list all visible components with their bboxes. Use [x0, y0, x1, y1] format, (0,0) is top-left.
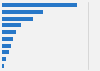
Bar — [2, 30, 16, 34]
Bar — [2, 10, 43, 14]
Bar — [2, 64, 4, 68]
Bar — [2, 3, 77, 7]
Bar — [2, 50, 9, 54]
Bar — [2, 24, 21, 27]
Bar — [2, 57, 6, 61]
Bar — [2, 44, 11, 47]
Bar — [2, 37, 13, 41]
Bar — [2, 17, 33, 21]
